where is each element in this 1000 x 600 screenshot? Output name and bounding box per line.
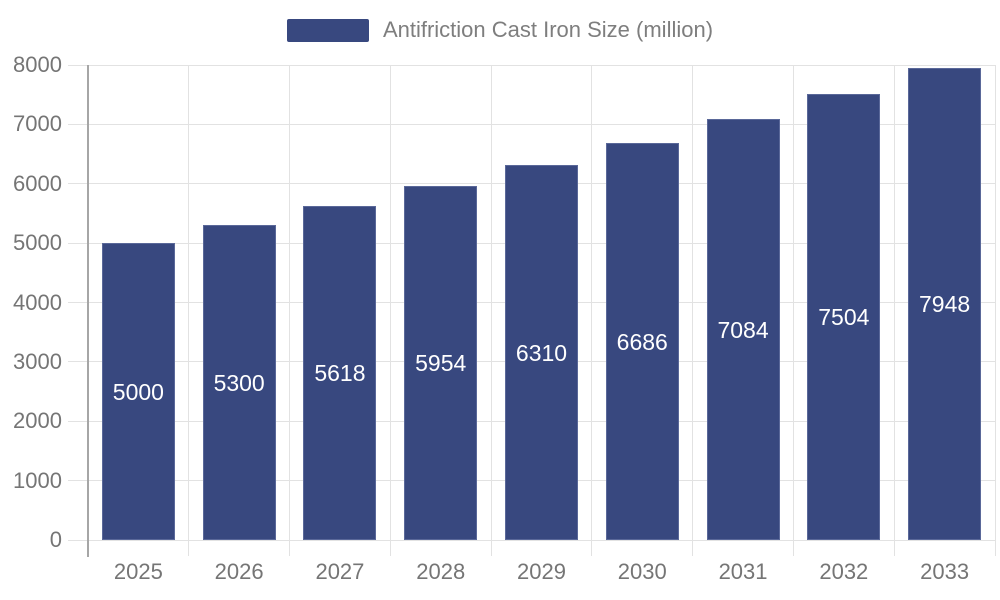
x-axis-tick-label: 2030 [617,559,667,584]
y-axis-line [87,65,89,557]
gridline-vertical [893,65,895,540]
gridline-horizontal [68,539,995,541]
bar[interactable] [908,68,982,540]
bar[interactable] [706,119,780,540]
x-axis-tick-label: 2031 [718,559,768,584]
x-axis-tick [289,540,291,556]
bar[interactable] [202,225,276,540]
y-axis-tick-label: 7000 [13,111,62,137]
gridline-vertical [289,65,291,540]
x-axis-tick-label: 2026 [214,559,264,584]
bar[interactable] [807,94,881,540]
bar[interactable] [101,243,175,540]
gridline-vertical [490,65,492,540]
x-axis-tick [389,540,391,556]
x-axis-tick [591,540,593,556]
gridline-vertical [692,65,694,540]
legend-label[interactable]: Antifriction Cast Iron Size (million) [382,17,714,42]
x-axis-tick [994,540,996,556]
x-axis-tick-label: 2029 [517,559,566,584]
legend-swatch[interactable] [286,18,369,42]
y-axis-tick-label: 2000 [13,408,62,434]
chart-legend: Antifriction Cast Iron Size (million) [0,17,1000,43]
y-axis-tick-label: 0 [49,527,62,552]
x-axis-tick-label: 2025 [113,559,163,584]
gridline-vertical [188,65,190,540]
gridline-vertical [792,65,794,540]
x-axis-tick-label: 2033 [920,559,970,584]
bar[interactable] [605,143,679,540]
y-axis-tick-label: 3000 [13,348,62,374]
x-axis-tick-label: 2028 [416,559,466,584]
gridline-horizontal [68,64,995,66]
bar[interactable] [404,186,478,540]
y-axis-tick-label: 1000 [13,467,62,493]
y-axis-tick-label: 5000 [13,230,62,256]
x-axis-tick-label: 2032 [819,559,869,584]
y-axis-tick-label: 8000 [13,52,62,77]
gridline-vertical [389,65,391,540]
y-axis-tick-label: 6000 [13,170,62,196]
x-axis-tick-label: 2027 [315,559,365,584]
y-axis-tick-label: 4000 [13,289,62,315]
gridline-horizontal [68,123,995,125]
gridline-vertical [591,65,593,540]
x-axis-tick [692,540,694,556]
x-axis-tick [188,540,190,556]
bar[interactable] [303,206,377,540]
x-axis-tick [792,540,794,556]
x-axis-tick [893,540,895,556]
bar[interactable] [505,165,578,540]
x-axis-tick [490,540,492,556]
gridline-vertical [994,65,996,540]
